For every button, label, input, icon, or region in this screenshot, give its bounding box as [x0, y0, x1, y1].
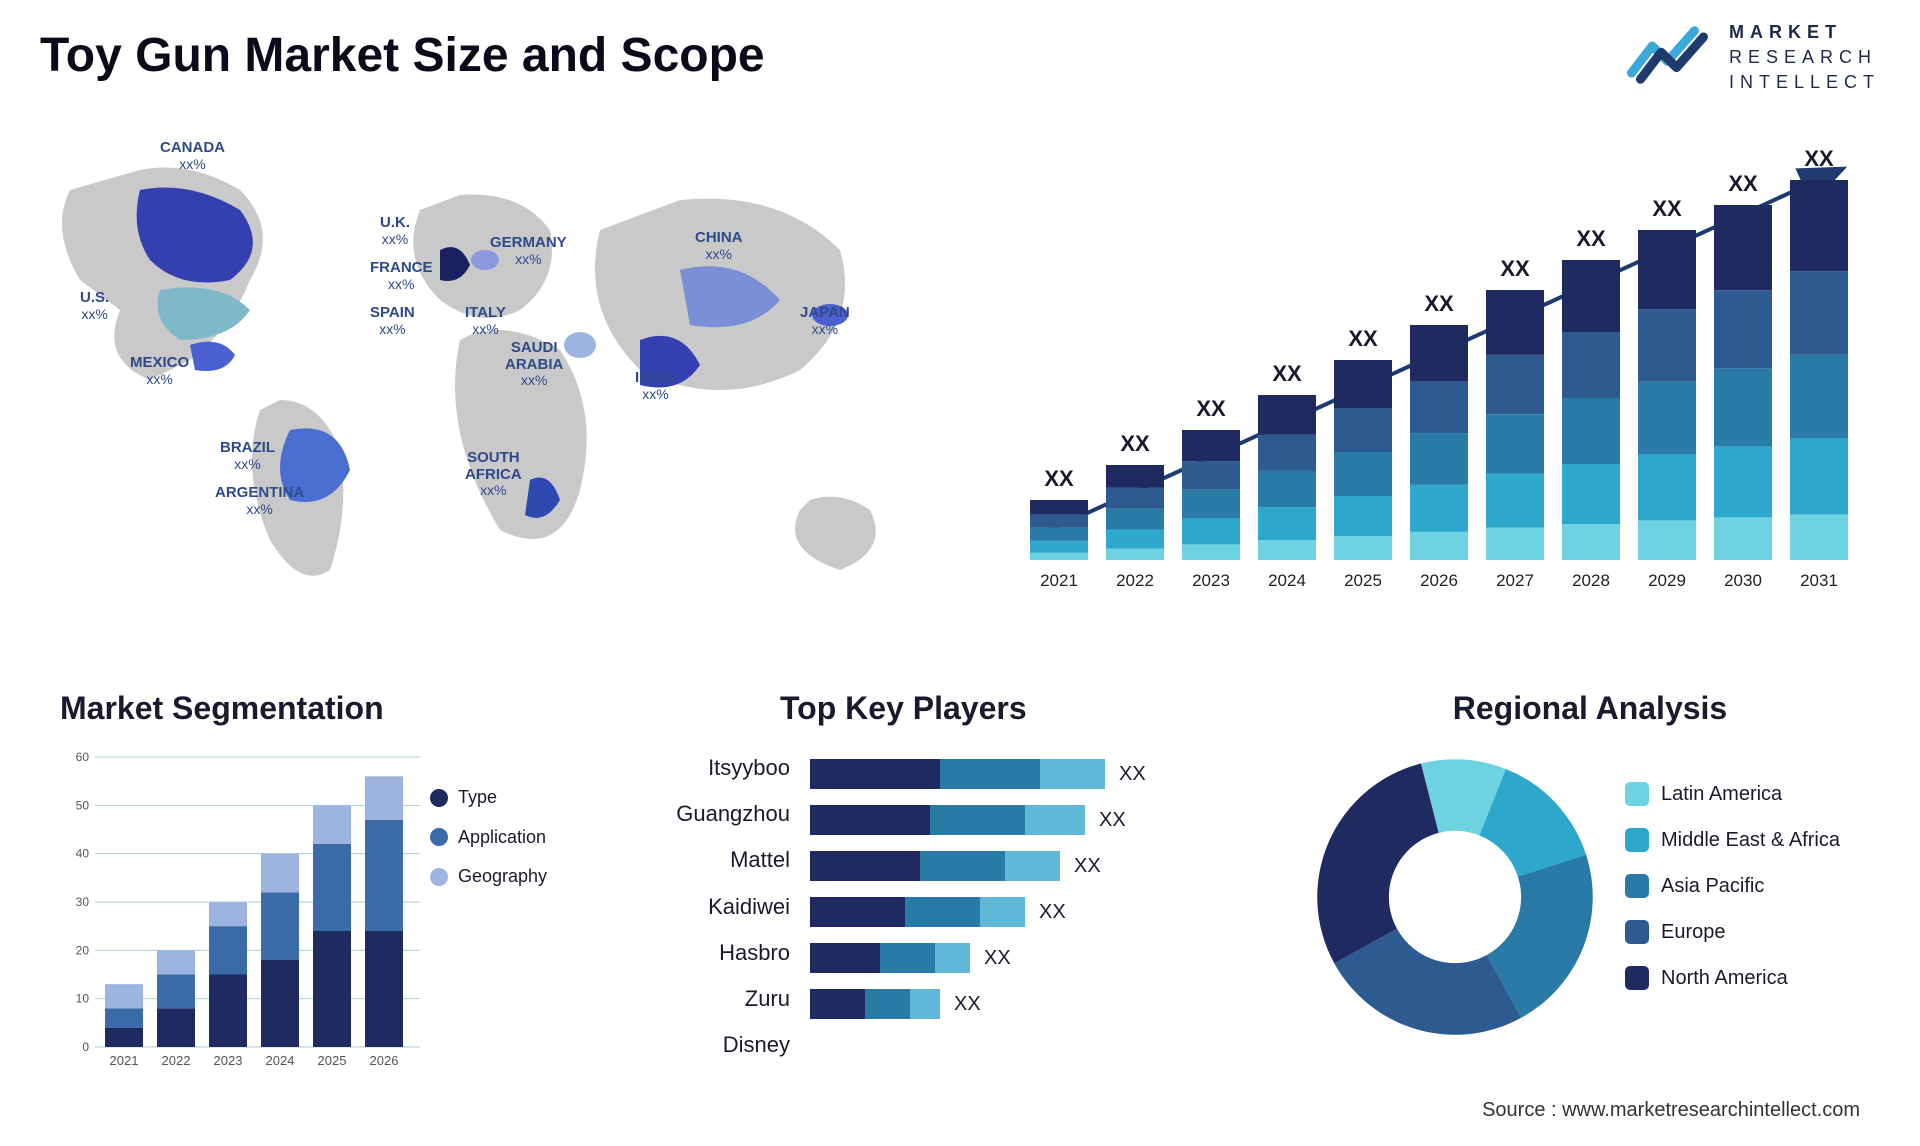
legend-item: Type — [430, 787, 547, 809]
map-label: FRANCExx% — [370, 260, 433, 292]
page-title: Toy Gun Market Size and Scope — [40, 28, 765, 83]
svg-text:2023: 2023 — [1192, 571, 1230, 590]
map-label: SAUDIARABIAxx% — [505, 340, 563, 388]
svg-text:20: 20 — [76, 943, 90, 957]
logo-text: MARKET RESEARCH INTELLECT — [1729, 20, 1880, 96]
svg-text:XX: XX — [1044, 466, 1074, 491]
legend-item: Asia Pacific — [1625, 874, 1840, 898]
map-label: INDIAxx% — [635, 370, 676, 402]
player-name: Zuru — [620, 976, 790, 1022]
svg-text:XX: XX — [1348, 326, 1378, 351]
players-panel: Top Key Players ItsyybooGuangzhouMattelK… — [620, 690, 1270, 1068]
segmentation-title: Market Segmentation — [60, 690, 580, 727]
svg-text:2026: 2026 — [370, 1053, 399, 1068]
svg-text:30: 30 — [76, 895, 90, 909]
players-name-list: ItsyybooGuangzhouMattelKaidiweiHasbroZur… — [620, 745, 790, 1068]
map-label: CANADAxx% — [160, 140, 225, 172]
svg-text:2024: 2024 — [1268, 571, 1306, 590]
map-label: CHINAxx% — [695, 230, 743, 262]
svg-text:XX: XX — [1500, 256, 1530, 281]
svg-text:XX: XX — [1576, 226, 1606, 251]
legend-item: Middle East & Africa — [1625, 828, 1840, 852]
legend-item: Latin America — [1625, 782, 1840, 806]
svg-text:2027: 2027 — [1496, 571, 1534, 590]
svg-text:2025: 2025 — [318, 1053, 347, 1068]
legend-item: North America — [1625, 966, 1840, 990]
segmentation-legend: Type Application Geography — [430, 787, 547, 906]
player-name: Kaidiwei — [620, 884, 790, 930]
svg-text:2021: 2021 — [1040, 571, 1078, 590]
svg-text:XX: XX — [1424, 291, 1454, 316]
svg-text:2025: 2025 — [1344, 571, 1382, 590]
player-name: Guangzhou — [620, 791, 790, 837]
svg-text:2023: 2023 — [214, 1053, 243, 1068]
svg-text:2021: 2021 — [110, 1053, 139, 1068]
player-bar-row: XX — [810, 797, 1270, 843]
regional-donut-chart — [1310, 752, 1600, 1042]
svg-text:XX: XX — [1120, 431, 1150, 456]
svg-text:0: 0 — [82, 1040, 89, 1054]
map-label: BRAZILxx% — [220, 440, 275, 472]
players-title: Top Key Players — [780, 690, 1270, 727]
growth-stacked-bar-chart: XX 2021 XX 2022 XX 2023 XX 2024 XX 2025 XX 2026 XX 20… — [1010, 130, 1880, 610]
map-label: JAPANxx% — [800, 305, 850, 337]
svg-text:2030: 2030 — [1724, 571, 1762, 590]
map-label: MEXICOxx% — [130, 355, 189, 387]
map-label: U.S.xx% — [80, 290, 109, 322]
legend-item: Geography — [430, 866, 547, 888]
player-bar-row: XX — [810, 889, 1270, 935]
player-name: Itsyyboo — [620, 745, 790, 791]
svg-text:40: 40 — [76, 847, 90, 861]
regional-title: Regional Analysis — [1310, 690, 1870, 727]
map-label: ITALYxx% — [465, 305, 506, 337]
source-attribution: Source : www.marketresearchintellect.com — [1482, 1099, 1860, 1122]
player-bar-row: XX — [810, 843, 1270, 889]
svg-text:10: 10 — [76, 992, 90, 1006]
map-label: U.K.xx% — [380, 215, 410, 247]
player-name: Mattel — [620, 837, 790, 883]
logo-mark-icon — [1627, 20, 1717, 95]
svg-text:XX: XX — [1804, 146, 1834, 171]
svg-text:60: 60 — [76, 750, 90, 764]
player-bar-row: XX — [810, 751, 1270, 797]
legend-item: Application — [430, 827, 547, 849]
svg-text:2031: 2031 — [1800, 571, 1838, 590]
regional-legend: Latin America Middle East & Africa Asia Pa… — [1625, 782, 1840, 1012]
player-name: Disney — [620, 1022, 790, 1068]
svg-text:2029: 2029 — [1648, 571, 1686, 590]
player-name: Hasbro — [620, 930, 790, 976]
svg-text:XX: XX — [1652, 196, 1682, 221]
player-bar-row: XX — [810, 935, 1270, 981]
svg-text:2026: 2026 — [1420, 571, 1458, 590]
brand-logo: MARKET RESEARCH INTELLECT — [1627, 20, 1880, 96]
world-map: CANADAxx% U.S.xx% MEXICOxx% BRAZILxx% ARGENT… — [40, 130, 940, 630]
map-label: SOUTHAFRICAxx% — [465, 450, 522, 498]
svg-text:XX: XX — [1196, 396, 1226, 421]
svg-text:2022: 2022 — [1116, 571, 1154, 590]
svg-text:2024: 2024 — [266, 1053, 295, 1068]
legend-item: Europe — [1625, 920, 1840, 944]
map-label: ARGENTINAxx% — [215, 485, 304, 517]
map-label: GERMANYxx% — [490, 235, 567, 267]
segmentation-panel: Market Segmentation 0 10 20 30 40 50 60 2021 202… — [60, 690, 580, 1092]
svg-text:XX: XX — [1272, 361, 1302, 386]
svg-text:XX: XX — [1728, 171, 1758, 196]
svg-text:2028: 2028 — [1572, 571, 1610, 590]
regional-panel: Regional Analysis Latin America Middle Ea… — [1310, 690, 1870, 1042]
svg-text:50: 50 — [76, 798, 90, 812]
svg-text:2022: 2022 — [162, 1053, 191, 1068]
players-bar-chart: XXXXXXXXXXXX — [810, 745, 1270, 1068]
map-label: SPAINxx% — [370, 305, 415, 337]
player-bar-row: XX — [810, 981, 1270, 1027]
